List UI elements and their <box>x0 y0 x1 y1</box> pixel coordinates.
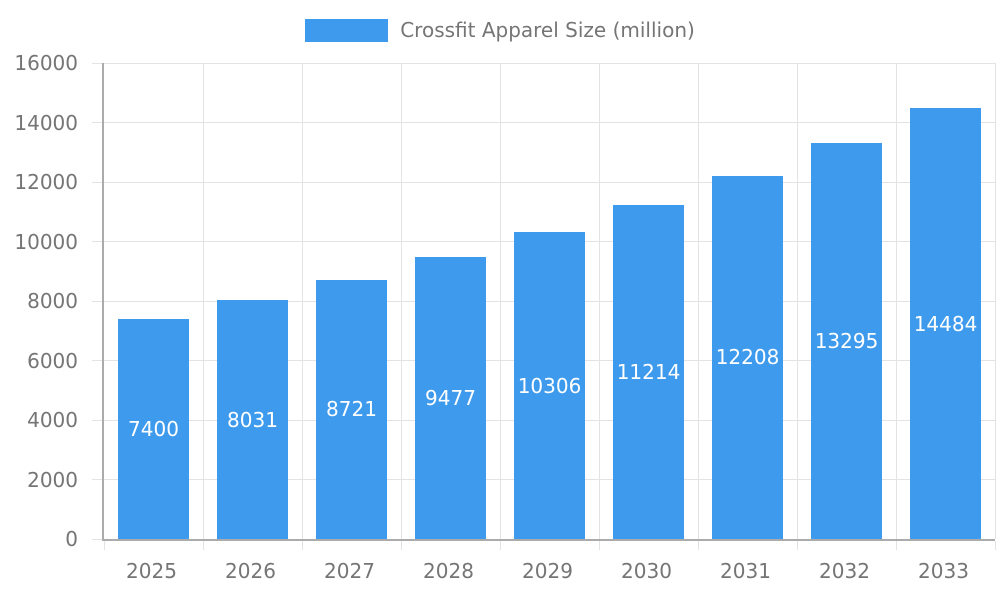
gridline-vertical <box>598 63 600 539</box>
bar-2028[interactable]: 9477 <box>415 257 486 539</box>
bar-value-label: 8031 <box>227 407 278 432</box>
x-tick-label: 2025 <box>126 559 177 583</box>
x-tick-mark <box>202 541 204 550</box>
bar-2029[interactable]: 10306 <box>514 232 585 539</box>
x-tick-label: 2026 <box>225 559 276 583</box>
y-tick-mark <box>92 479 102 480</box>
chart-legend[interactable]: Crossfit Apparel Size (million) <box>0 18 1000 42</box>
x-tick-mark <box>796 541 798 550</box>
bar-value-label: 7400 <box>128 416 179 441</box>
x-tick-mark <box>598 541 600 550</box>
gridline-horizontal <box>104 122 995 123</box>
y-tick-mark <box>92 122 102 123</box>
plot-area: 7400 8031 8721 9477 10306 11214 12208 13295 1448… <box>92 62 996 550</box>
x-tick-mark <box>895 541 897 550</box>
y-tick-label: 14000 <box>14 110 78 135</box>
y-tick-label: 10000 <box>14 229 78 254</box>
legend-label: Crossfit Apparel Size (million) <box>400 18 695 42</box>
bar-value-label: 14484 <box>913 311 978 336</box>
gridline-vertical <box>499 63 501 539</box>
y-axis: 0 2000 4000 6000 8000 10000 12000 14000 16000 <box>0 51 88 551</box>
gridline-vertical <box>895 63 897 539</box>
gridline-vertical <box>697 63 699 539</box>
gridline-vertical <box>994 63 996 539</box>
y-tick-label: 2000 <box>27 467 78 492</box>
bar-2031[interactable]: 12208 <box>712 175 783 539</box>
bar-value-label: 9477 <box>425 386 476 411</box>
x-tick-mark <box>697 541 699 550</box>
y-tick-mark <box>92 538 102 540</box>
bar-2027[interactable]: 8721 <box>316 279 387 539</box>
bar-value-label: 10306 <box>517 373 582 398</box>
y-tick-mark <box>92 181 102 183</box>
y-tick-mark <box>92 241 102 242</box>
gridline-vertical <box>400 63 402 539</box>
x-tick-label: 2029 <box>522 559 573 583</box>
y-tick-mark <box>92 62 102 64</box>
bar-value-label: 13295 <box>814 329 879 354</box>
bar-2026[interactable]: 8031 <box>217 300 288 539</box>
gridline-vertical <box>796 63 798 539</box>
x-tick-mark <box>499 541 501 550</box>
x-tick-mark <box>994 541 996 550</box>
x-tick-label: 2031 <box>720 559 771 583</box>
bar-value-label: 8721 <box>326 397 377 422</box>
x-tick-label: 2032 <box>819 559 870 583</box>
y-tick-label: 12000 <box>14 170 78 194</box>
bar-2030[interactable]: 11214 <box>613 205 684 539</box>
gridline-horizontal <box>104 181 995 183</box>
y-tick-label: 4000 <box>27 408 78 432</box>
y-tick-label: 8000 <box>27 289 78 313</box>
bar-2025[interactable]: 7400 <box>118 318 189 539</box>
y-tick-mark <box>92 300 102 302</box>
gridline-horizontal <box>104 62 995 64</box>
x-axis: 2025 2026 2027 2028 2029 2030 2031 2032 2033 <box>102 559 993 591</box>
x-tick-mark <box>103 541 105 550</box>
x-tick-label: 2030 <box>621 559 672 583</box>
x-tick-label: 2027 <box>324 559 375 583</box>
bar-2032[interactable]: 13295 <box>811 143 882 539</box>
gridline-vertical <box>301 63 303 539</box>
x-tick-mark <box>301 541 303 550</box>
y-tick-label: 16000 <box>14 51 78 75</box>
x-tick-mark <box>400 541 402 550</box>
gridline-vertical <box>202 63 204 539</box>
x-tick-label: 2033 <box>918 559 969 583</box>
bar-value-label: 11214 <box>616 360 681 385</box>
y-tick-label: 0 <box>65 527 78 551</box>
bar-2033[interactable]: 14484 <box>910 108 981 539</box>
x-tick-label: 2028 <box>423 559 474 583</box>
y-tick-label: 6000 <box>27 348 78 373</box>
bar-value-label: 12208 <box>715 345 780 370</box>
y-tick-mark <box>92 360 102 361</box>
legend-swatch <box>305 18 389 42</box>
y-tick-mark <box>92 419 102 421</box>
